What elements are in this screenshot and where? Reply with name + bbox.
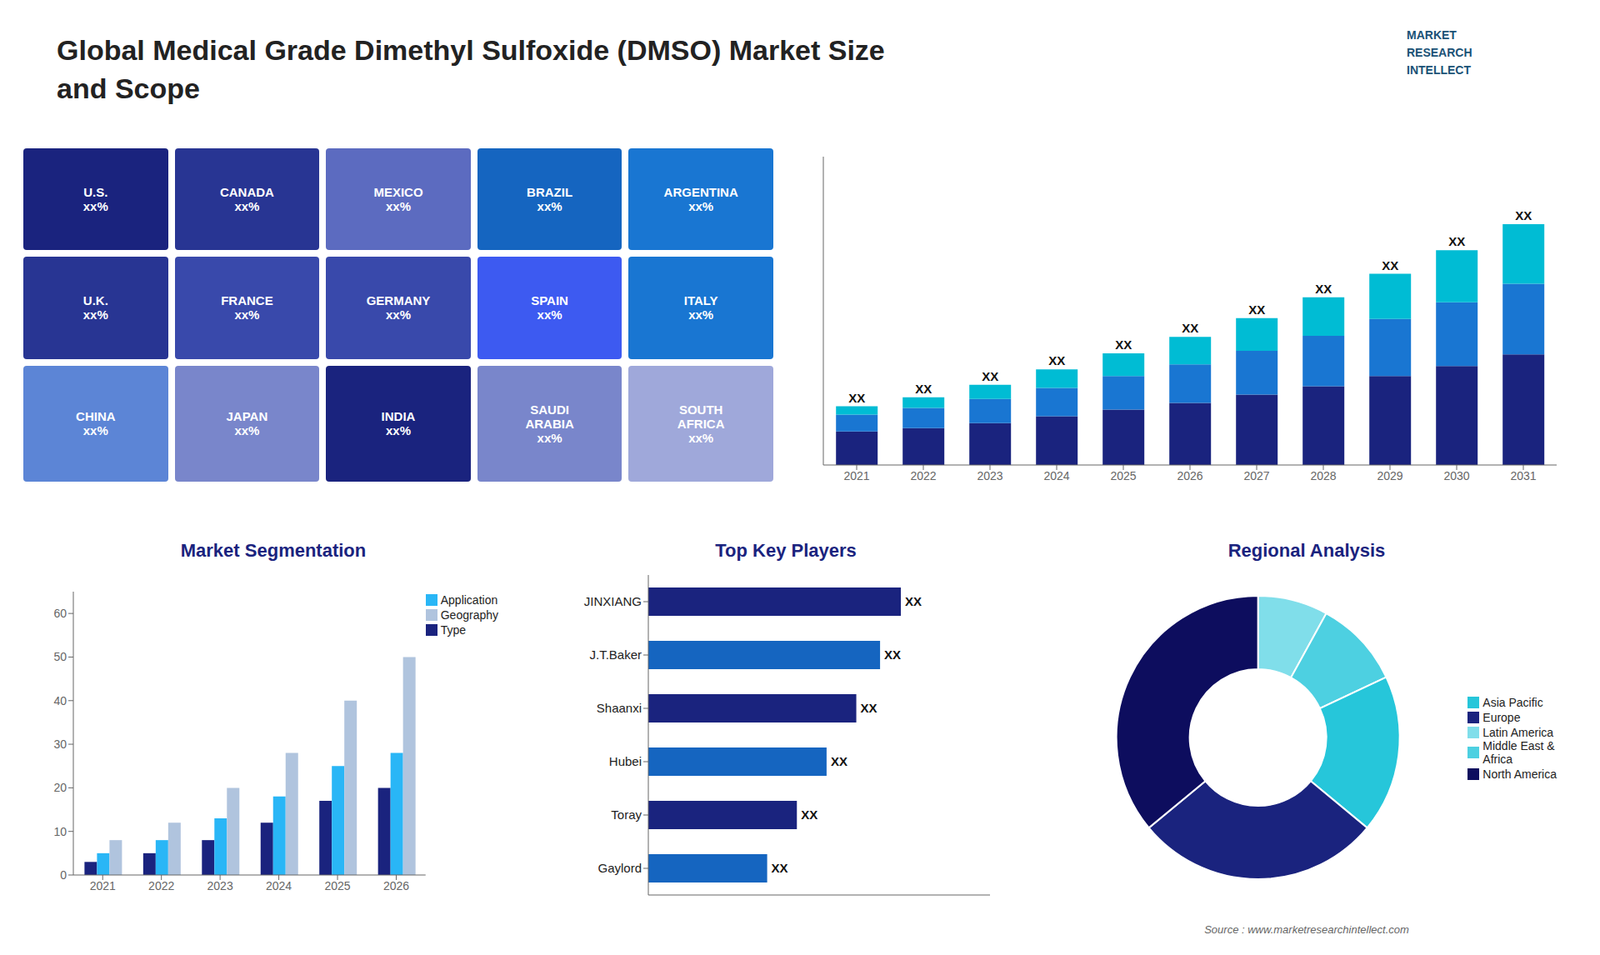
svg-text:0: 0 [60,868,67,882]
html-text:Latin America: Latin America [1482,725,1554,739]
svg-text:2024: 2024 [265,879,292,893]
html-text:U.S.: U.S. [83,185,108,200]
html-text:Global Medical Grade Dimethyl: Global Medical Grade Dimethyl Sulfoxide … [56,34,885,66]
svg-text:2028: 2028 [1310,469,1336,483]
html-text:CANADA: CANADA [219,185,275,200]
html-text:Top Key Players: Top Key Players [715,540,857,561]
html-text:FRANCE: FRANCE [220,293,273,308]
html-text:ARGENTINA: ARGENTINA [663,185,739,200]
html-text:Asia Pacific: Asia Pacific [1482,695,1544,709]
svg-text:2023: 2023 [207,879,234,893]
html-text:xx%: xx% [537,430,563,445]
html-text:xx%: xx% [385,423,411,438]
svg-text:Toray: Toray [610,807,642,822]
html-text:Source : www.marketresearchint: Source : www.marketresearchintellect.com [1204,923,1409,936]
html-text:xx%: xx% [688,430,714,445]
html-text:SOUTH: SOUTH [679,402,723,417]
svg-text:XX: XX [1515,208,1532,223]
html-text:North America: North America [1482,767,1557,781]
svg-text:20: 20 [53,780,67,795]
html-text:Geography: Geography [440,608,499,622]
html-text:RESEARCH: RESEARCH [1406,45,1473,60]
svg-text:30: 30 [53,737,67,751]
svg-text:XX: XX [1181,320,1199,335]
html-text:xx%: xx% [234,199,260,214]
svg-text:XX: XX [884,647,901,662]
html-text:xx%: xx% [688,199,714,214]
html-text:Middle East & Africa: Middle East & Africa [1482,739,1555,766]
html-text:Regional Analysis: Regional Analysis [1228,540,1386,561]
svg-text:J.T.Baker: J.T.Baker [589,647,642,662]
html-text:INDIA: INDIA [381,409,416,424]
html-text:xx%: xx% [234,307,260,323]
svg-text:2023: 2023 [976,469,1003,483]
svg-text:XX: XX [981,369,999,384]
svg-text:2025: 2025 [324,879,350,893]
svg-text:2025: 2025 [1110,469,1136,483]
svg-text:XX: XX [1115,337,1132,352]
svg-text:10: 10 [53,825,67,839]
svg-text:2022: 2022 [910,469,936,483]
svg-text:50: 50 [53,650,67,664]
svg-text:Gaylord: Gaylord [597,860,642,875]
html-text:JAPAN: JAPAN [226,409,268,424]
html-text:xx%: xx% [385,199,411,214]
html-text:CHINA: CHINA [75,409,116,424]
html-text:Application: Application [440,593,498,607]
html-text:Europe: Europe [1482,710,1521,724]
svg-text:2026: 2026 [383,879,410,893]
svg-text:60: 60 [53,606,67,620]
svg-text:XX: XX [1248,302,1265,317]
svg-text:Shaanxi: Shaanxi [596,700,642,715]
html-text:MARKET: MARKET [1406,28,1457,42]
svg-text:XX: XX [830,754,848,769]
svg-text:2026: 2026 [1176,469,1203,483]
html-text:GERMANY: GERMANY [366,293,431,308]
svg-text:XX: XX [771,860,789,875]
svg-text:2031: 2031 [1510,469,1536,483]
html-text:INTELLECT: INTELLECT [1406,63,1471,77]
html-text:xx%: xx% [537,307,563,323]
svg-text:2021: 2021 [843,469,870,483]
svg-text:XX: XX [915,381,932,396]
svg-text:XX: XX [1381,258,1399,273]
html-text:xx%: xx% [234,423,260,438]
svg-text:2030: 2030 [1443,469,1470,483]
svg-text:2021: 2021 [90,879,116,893]
svg-text:2027: 2027 [1243,469,1270,483]
html-text:SAUDI: SAUDI [530,402,570,417]
svg-text:XX: XX [800,807,818,822]
html-text:MEXICO: MEXICO [373,185,423,200]
html-text:xx%: xx% [83,423,109,438]
html-text:AFRICA: AFRICA [677,416,725,431]
html-text:xx%: xx% [83,307,109,323]
svg-text:XX: XX [848,390,865,405]
svg-text:XX: XX [1315,281,1332,296]
html-text:and Scope: and Scope [56,72,200,105]
svg-text:XX: XX [1448,234,1465,249]
svg-text:2024: 2024 [1043,469,1070,483]
svg-text:XX: XX [905,594,922,609]
svg-text:JINXIANG: JINXIANG [584,594,642,609]
html-text:SPAIN: SPAIN [531,293,569,308]
svg-text:XX: XX [860,700,878,715]
html-text:xx%: xx% [688,307,714,323]
html-text:Type: Type [440,623,466,637]
svg-text:XX: XX [1048,353,1065,368]
html-text:ARABIA: ARABIA [525,416,574,431]
html-text:U.K.: U.K. [83,293,109,308]
html-text:xx%: xx% [385,307,411,323]
html-text:ITALY: ITALY [684,293,718,308]
svg-text:Hubei: Hubei [609,754,642,769]
svg-text:40: 40 [53,694,67,708]
svg-text:2029: 2029 [1376,469,1403,483]
svg-text:2022: 2022 [148,879,175,893]
html-text:xx%: xx% [537,199,563,214]
html-text:BRAZIL: BRAZIL [526,185,573,200]
html-text:Market Segmentation: Market Segmentation [180,540,367,561]
html-text:xx%: xx% [83,199,109,214]
